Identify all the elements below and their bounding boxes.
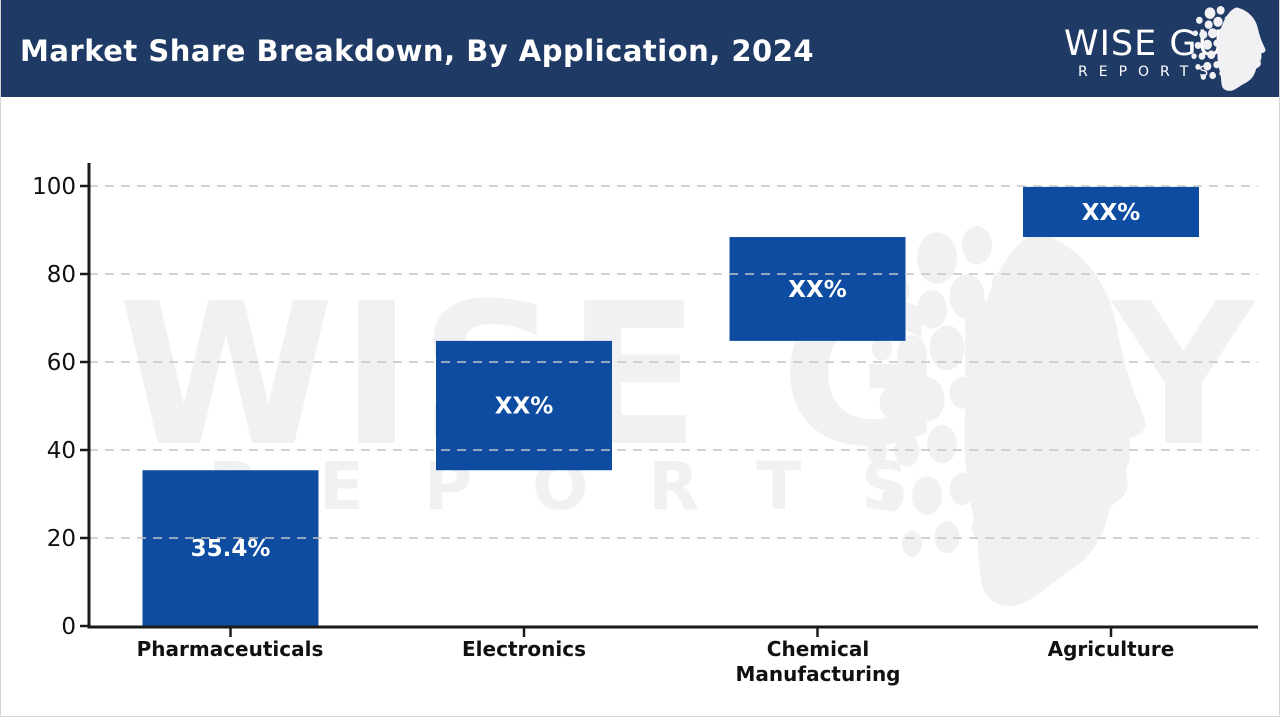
y-tick-label: 80	[47, 262, 76, 288]
chart-plot: 35.4% XX% XX% XX% 0 20 40 60 80 100	[32, 163, 1258, 640]
x-tick-label: Pharmaceuticals	[136, 637, 324, 661]
x-tick-label: Chemical Manufacturing	[735, 637, 901, 686]
brand-tagline: REPORTS	[1078, 64, 1220, 80]
y-tick-label: 0	[61, 614, 76, 640]
bar-value-label: XX%	[788, 277, 847, 303]
x-tick-label: Electronics	[462, 637, 586, 661]
x-tick-label: Agriculture	[1047, 637, 1175, 661]
brand-logo: WISE GUY REPORTS	[1022, 4, 1272, 94]
bar-value-label: XX%	[1082, 200, 1141, 226]
y-tick-label: 40	[47, 438, 76, 464]
y-tick-label: 60	[47, 350, 76, 376]
bar-segment	[142, 470, 319, 626]
page-title: Market Share Breakdown, By Application, …	[20, 34, 815, 68]
y-tick-label: 20	[47, 526, 76, 552]
brand-head-icon	[1191, 6, 1266, 91]
header: Market Share Breakdown, By Application, …	[0, 0, 1280, 97]
y-tick-label: 100	[32, 174, 76, 200]
bar-value-label: 35.4%	[191, 536, 271, 562]
bar-value-label: XX%	[495, 394, 554, 420]
